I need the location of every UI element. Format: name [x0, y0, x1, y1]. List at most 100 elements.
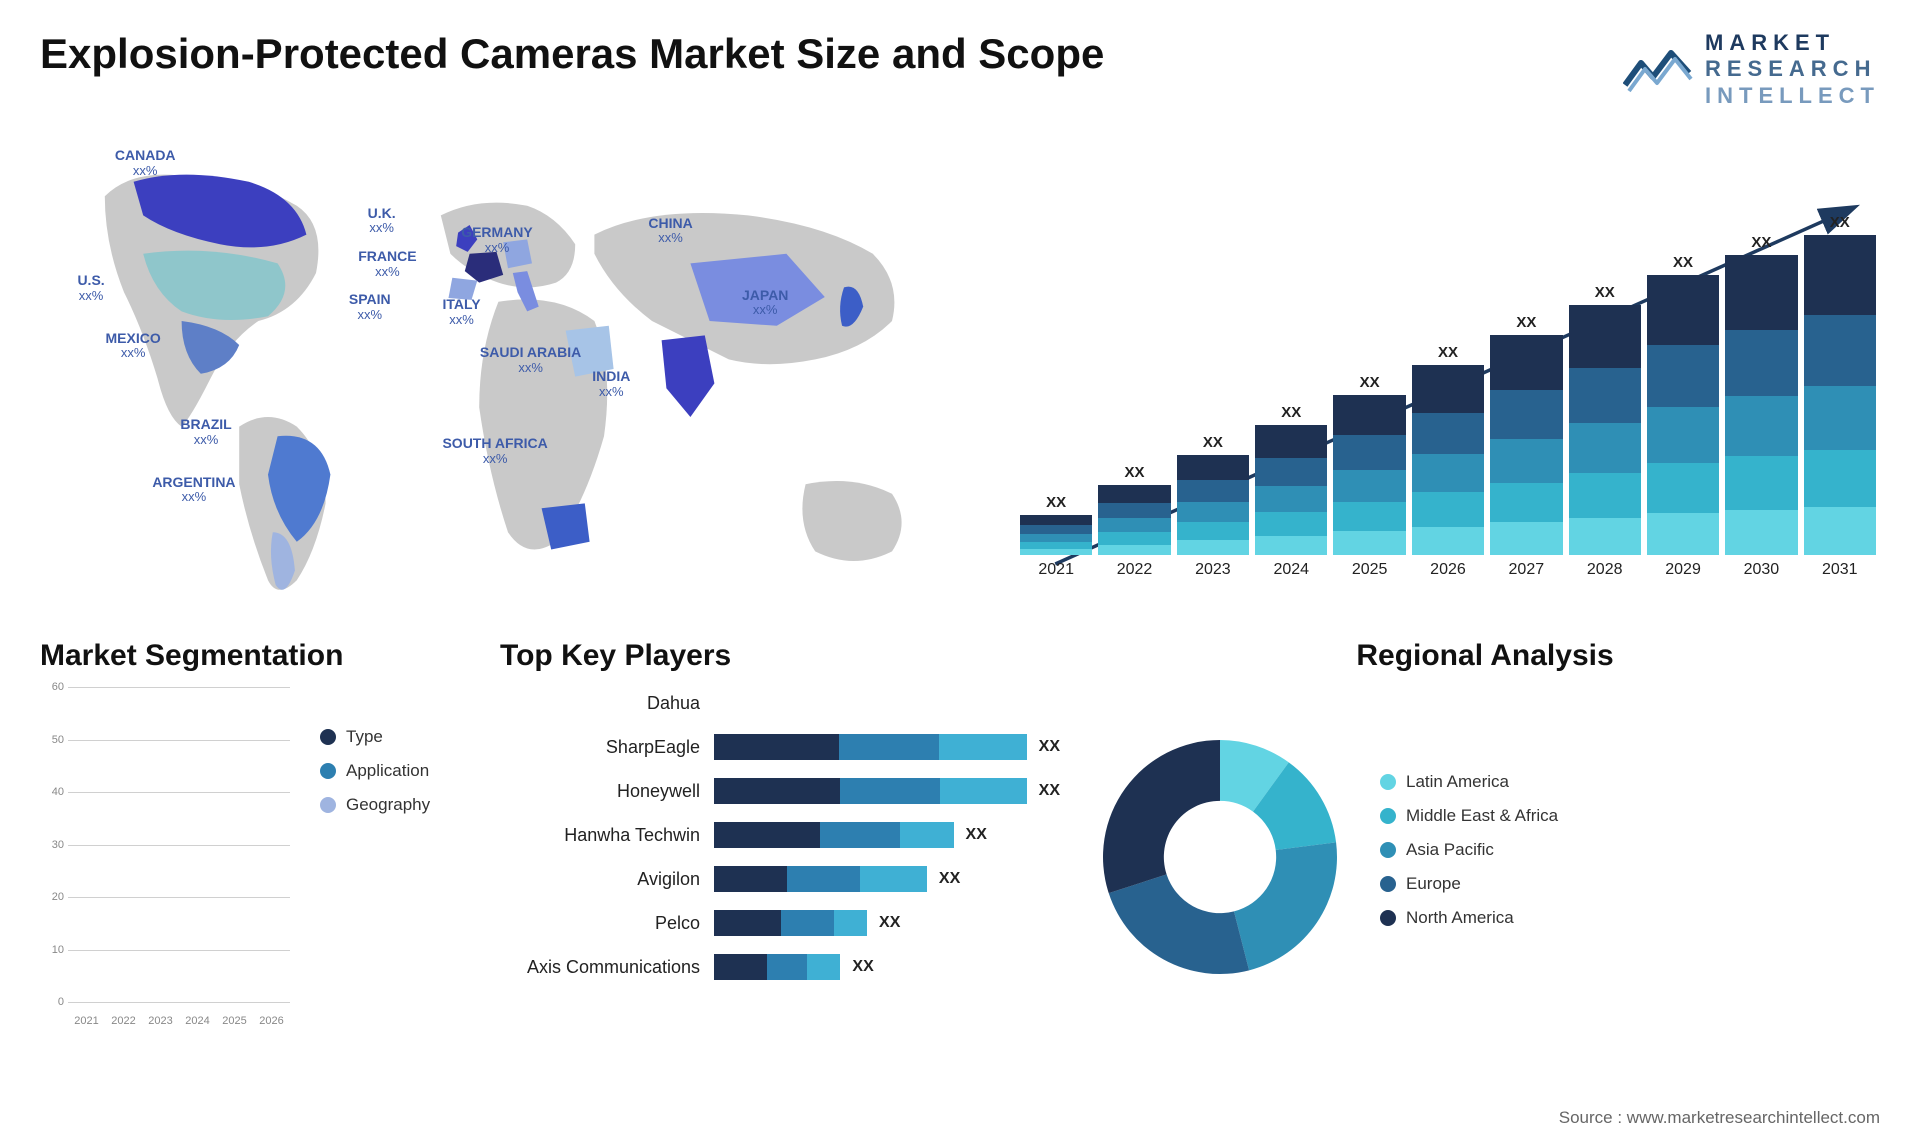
legend-item: Type	[320, 727, 470, 747]
donut-slice	[1109, 875, 1249, 975]
growth-year-label: 2025	[1352, 561, 1388, 579]
growth-column: XX 2028	[1569, 284, 1641, 579]
player-name: SharpEagle	[500, 737, 700, 758]
legend-item: Europe	[1380, 874, 1880, 894]
growth-year-label: 2023	[1195, 561, 1231, 579]
player-row: Axis Communications XX	[500, 951, 1060, 983]
player-value: XX	[1039, 738, 1060, 756]
player-value: XX	[879, 914, 900, 932]
growth-year-label: 2031	[1822, 561, 1858, 579]
legend-item: Middle East & Africa	[1380, 806, 1880, 826]
segmentation-title: Market Segmentation	[40, 639, 470, 673]
segmentation-year-label: 2021	[68, 1015, 105, 1027]
player-name: Honeywell	[500, 781, 700, 802]
player-name: Hanwha Techwin	[500, 825, 700, 846]
growth-bar-label: XX	[1438, 344, 1458, 361]
growth-bar-label: XX	[1516, 314, 1536, 331]
segmentation-year-label: 2026	[253, 1015, 290, 1027]
legend-item: North America	[1380, 908, 1880, 928]
players-panel: Top Key Players DahuaSharpEagleXXHoneywe…	[500, 639, 1060, 1059]
growth-year-label: 2030	[1744, 561, 1780, 579]
growth-bar-label: XX	[1203, 434, 1223, 451]
growth-bar-label: XX	[1360, 374, 1380, 391]
regional-donut	[1090, 727, 1350, 987]
player-row: Dahua	[500, 687, 1060, 719]
growth-bar-label: XX	[1125, 464, 1145, 481]
growth-chart-panel: XX2021XX2022XX2023XX2024XX2025XX2026XX20…	[1016, 129, 1880, 609]
players-list: DahuaSharpEagleXXHoneywellXXHanwha Techw…	[500, 687, 1060, 983]
map-label: CANADAxx%	[115, 148, 176, 178]
segmentation-year-label: 2022	[105, 1015, 142, 1027]
brand-line3: INTELLECT	[1705, 83, 1880, 109]
map-label: JAPANxx%	[742, 288, 788, 318]
segmentation-panel: Market Segmentation 0102030405060 202120…	[40, 639, 470, 1059]
player-value: XX	[966, 826, 987, 844]
donut-slice	[1103, 740, 1220, 893]
map-label: GERMANYxx%	[461, 225, 533, 255]
growth-column: XX 2023	[1177, 434, 1249, 579]
map-label: CHINAxx%	[648, 216, 692, 246]
player-value: XX	[939, 870, 960, 888]
growth-column: XX2021	[1020, 494, 1092, 579]
legend-item: Application	[320, 761, 470, 781]
player-value: XX	[852, 958, 873, 976]
segmentation-year-label: 2024	[179, 1015, 216, 1027]
growth-year-label: 2029	[1665, 561, 1701, 579]
regional-panel: Regional Analysis Latin America Middle Ea…	[1090, 639, 1880, 1059]
legend-item: Geography	[320, 795, 470, 815]
player-row: Honeywell XX	[500, 775, 1060, 807]
player-name: Dahua	[500, 693, 700, 714]
growth-column: XX 2025	[1333, 374, 1405, 579]
growth-column: XX 2029	[1647, 254, 1719, 579]
growth-year-label: 2027	[1509, 561, 1545, 579]
brand-line2: RESEARCH	[1705, 56, 1880, 82]
segmentation-year-label: 2023	[142, 1015, 179, 1027]
regional-legend: Latin America Middle East & Africa Asia Pa…	[1380, 772, 1880, 942]
map-label: FRANCExx%	[358, 249, 416, 279]
brand-logo-icon	[1623, 45, 1693, 95]
growth-bar-label: XX	[1281, 404, 1301, 421]
page-title: Explosion-Protected Cameras Market Size …	[40, 30, 1104, 78]
player-row: SharpEagle XX	[500, 731, 1060, 763]
growth-column: XX 2022	[1098, 464, 1170, 579]
map-label: SPAINxx%	[349, 292, 391, 322]
player-row: Hanwha Techwin XX	[500, 819, 1060, 851]
player-name: Axis Communications	[500, 957, 700, 978]
segmentation-chart: 0102030405060 202120222023202420252026	[40, 687, 290, 1027]
map-label: U.S.xx%	[77, 273, 104, 303]
player-name: Pelco	[500, 913, 700, 934]
map-label: ITALYxx%	[442, 297, 480, 327]
map-label: ARGENTINAxx%	[152, 475, 235, 505]
growth-column: XX 2027	[1490, 314, 1562, 579]
map-label: U.K.xx%	[368, 206, 396, 236]
growth-year-label: 2026	[1430, 561, 1466, 579]
growth-year-label: 2028	[1587, 561, 1623, 579]
legend-item: Latin America	[1380, 772, 1880, 792]
growth-column: XX 2026	[1412, 344, 1484, 579]
growth-year-label: 2022	[1117, 561, 1153, 579]
map-label: MEXICOxx%	[106, 331, 161, 361]
growth-bar-label: XX	[1751, 234, 1771, 251]
regional-title: Regional Analysis	[1090, 639, 1880, 673]
growth-year-label: 2024	[1273, 561, 1309, 579]
player-row: Pelco XX	[500, 907, 1060, 939]
growth-bar-label: XX	[1673, 254, 1693, 271]
world-map-panel: CANADAxx%U.S.xx%MEXICOxx%BRAZILxx%ARGENT…	[40, 129, 976, 609]
players-title: Top Key Players	[500, 639, 1060, 673]
player-value: XX	[1039, 782, 1060, 800]
player-row: Avigilon XX	[500, 863, 1060, 895]
map-label: INDIAxx%	[592, 369, 630, 399]
growth-bar-label: XX	[1046, 494, 1066, 511]
source-text: Source : www.marketresearchintellect.com	[1559, 1108, 1880, 1128]
brand-line1: MARKET	[1705, 30, 1880, 56]
growth-column: XX 2024	[1255, 404, 1327, 579]
growth-column: XX 2030	[1725, 234, 1797, 579]
map-label: SAUDI ARABIAxx%	[480, 345, 581, 375]
player-name: Avigilon	[500, 869, 700, 890]
segmentation-year-label: 2025	[216, 1015, 253, 1027]
growth-bar-label: XX	[1595, 284, 1615, 301]
donut-slice	[1234, 843, 1337, 971]
growth-bar-label: XX	[1830, 214, 1850, 231]
map-label: SOUTH AFRICAxx%	[442, 436, 547, 466]
legend-item: Asia Pacific	[1380, 840, 1880, 860]
